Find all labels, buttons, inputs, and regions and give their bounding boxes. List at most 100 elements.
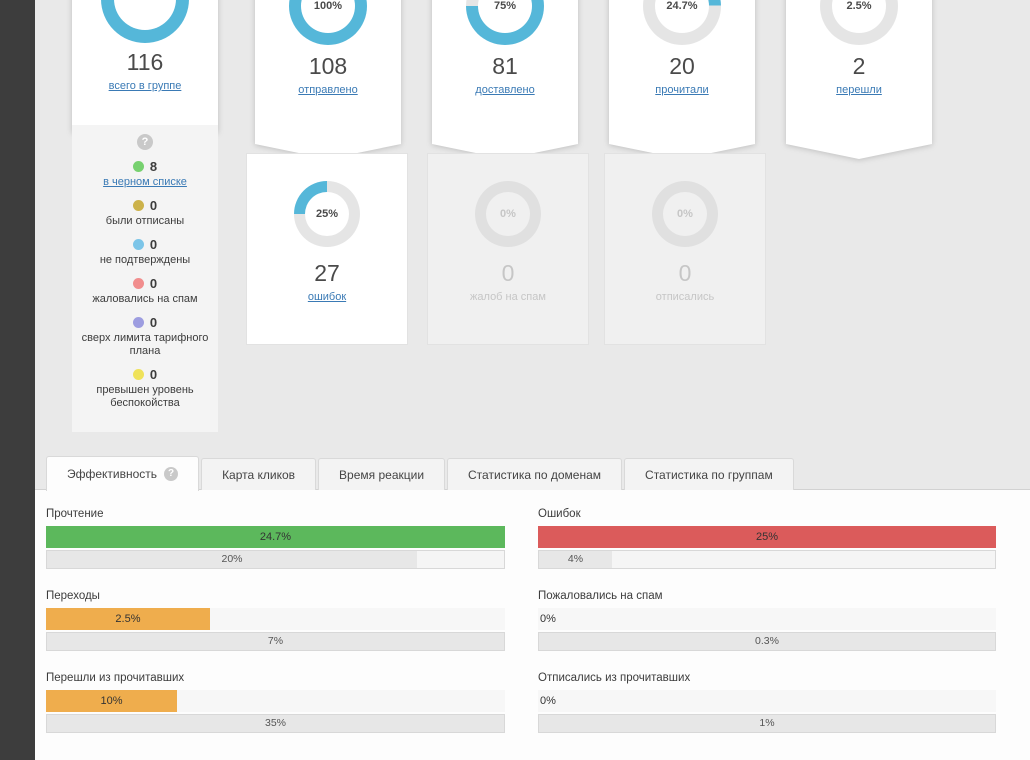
stat-link-read[interactable]: прочитали: [655, 84, 709, 96]
average-bar: 20%: [46, 550, 505, 569]
donut-percent: 24.7%: [666, 0, 698, 12]
tab-label: Карта кликов: [222, 467, 296, 482]
tab-group-stats[interactable]: Статистика по группам: [624, 458, 794, 490]
donut-percent: 100%: [313, 0, 343, 12]
average-fill: [539, 551, 612, 568]
help-icon[interactable]: ?: [137, 134, 153, 150]
collapsed-sidebar: [0, 0, 35, 760]
gauge-bar: 0%: [538, 608, 996, 630]
donut-percent: 75%: [493, 0, 517, 12]
stat-link-clicked[interactable]: перешли: [836, 84, 882, 96]
gauge-read-rate: Прочтение 24.7% 20%: [46, 508, 505, 569]
stat-link-total[interactable]: всего в группе: [108, 80, 182, 92]
gauge-bar: 10%: [46, 690, 505, 712]
donut-percent: [101, 0, 189, 43]
gauge-label: Ошибок: [538, 508, 581, 520]
stat-card-read: 24.7% 20 прочитали: [609, 0, 755, 159]
stat-value: 0: [501, 260, 515, 286]
legend-item-anxiety-level-exceeded: 0 превышен уровень беспокойства: [72, 367, 218, 410]
donut-unsubscribed: 0%: [652, 181, 718, 247]
gauge-bar: 24.7%: [46, 526, 505, 548]
donut-percent: 25%: [315, 208, 339, 220]
donut-spam: 0%: [475, 181, 541, 247]
donut-sent: 100%: [289, 0, 367, 45]
card-unsubscribed: 0% 0 отписались: [604, 153, 766, 345]
average-value: 0.3%: [755, 635, 779, 647]
legend-dot: [132, 239, 144, 250]
average-fill: [539, 715, 995, 732]
errors-link[interactable]: ошибок: [307, 291, 347, 303]
gauge-value: 10%: [100, 695, 123, 707]
average-fill: [539, 633, 995, 650]
gauge-label: Отписались из прочитавших: [538, 672, 691, 684]
unsubscribed-label: отписались: [655, 291, 715, 303]
stat-value: 0: [678, 260, 692, 286]
legend-count: 0: [149, 315, 158, 330]
average-value: 1%: [759, 717, 775, 729]
average-bar: 1%: [538, 714, 996, 733]
gauge-value: 2.5%: [115, 613, 141, 625]
donut-read: 24.7%: [643, 0, 721, 45]
donut-percent: 0%: [677, 208, 693, 220]
legend-item-unconfirmed: 0 не подтверждены: [72, 237, 218, 267]
legend-count: 8: [149, 159, 158, 174]
average-value: 7%: [267, 635, 284, 647]
average-bar: 7%: [46, 632, 505, 651]
legend-item-over-plan-limit: 0 сверх лимита тарифного плана: [72, 315, 218, 358]
stat-value: 81: [492, 53, 518, 79]
tab-reaction-time[interactable]: Время реакции: [318, 458, 446, 490]
gauge-bar: 0%: [538, 690, 996, 712]
donut-delivered: 75%: [466, 0, 544, 45]
legend-dot: [132, 161, 144, 172]
card-errors: 25% 27 ошибок: [246, 153, 408, 345]
stat-value: 108: [308, 53, 348, 79]
gauge-bar: 25%: [538, 526, 996, 548]
average-value: 4%: [567, 553, 584, 565]
legend-count: 0: [149, 367, 158, 382]
donut-ring: [466, 0, 544, 45]
gauge-value: 25%: [755, 531, 779, 543]
gauge-bar: 2.5%: [46, 608, 505, 630]
legend-dot: [132, 200, 144, 211]
card-spam-complaints: 0% 0 жалоб на спам: [427, 153, 589, 345]
donut-total: [101, 0, 189, 43]
legend-count: 0: [149, 237, 158, 252]
average-bar: 4%: [538, 550, 996, 569]
average-bar: 0.3%: [538, 632, 996, 651]
legend-dot: [132, 369, 144, 380]
tab-domain-stats[interactable]: Статистика по доменам: [447, 458, 623, 490]
donut-percent: 2.5%: [846, 0, 872, 12]
gauge-unsubscribe-rate: Отписались из прочитавших 0% 1%: [538, 672, 996, 733]
gauge-value: 24.7%: [259, 531, 292, 543]
gauge-fill: [46, 608, 210, 630]
average-value: 20%: [221, 553, 243, 565]
stat-link-delivered[interactable]: доставлено: [475, 84, 535, 96]
legend-dot: [132, 278, 144, 289]
stat-value: 20: [669, 53, 695, 79]
stat-card-total: 116 всего в группе: [72, 0, 218, 147]
stat-link-sent[interactable]: отправлено: [298, 84, 358, 96]
legend-label-link[interactable]: в черном списке: [103, 176, 187, 188]
stat-value: 116: [126, 49, 164, 75]
tab-effectiveness[interactable]: Эффективность ?: [46, 456, 200, 491]
gauge-label: Переходы: [46, 590, 100, 602]
gauge-label: Перешли из прочитавших: [46, 672, 185, 684]
legend-label: превышен уровень беспокойства: [96, 384, 194, 409]
tab-label: Статистика по доменам: [468, 467, 602, 482]
effectiveness-panel: Прочтение 24.7% 20% Переходы 2.5% 7% Пер…: [35, 489, 1030, 760]
report-tabs: Эффективность ? Карта кликов Время реакц…: [46, 456, 794, 491]
tab-label: Статистика по группам: [645, 467, 773, 482]
donut-percent: 0%: [500, 208, 516, 220]
average-fill: [47, 551, 418, 568]
help-icon[interactable]: ?: [164, 467, 179, 481]
gauge-click-to-read-rate: Перешли из прочитавших 10% 35%: [46, 672, 505, 733]
legend-count: 0: [149, 198, 158, 213]
legend-label: жаловались на спам: [92, 293, 198, 305]
legend-item-spam-complaints: 0 жаловались на спам: [72, 276, 218, 306]
group-breakdown-panel: ? 8 в черном списке 0 были отписаны 0 не…: [72, 125, 218, 432]
legend-count: 0: [149, 276, 158, 291]
donut-ring: [475, 181, 541, 247]
tab-label: Время реакции: [339, 467, 425, 482]
tab-click-map[interactable]: Карта кликов: [201, 458, 317, 490]
gauge-label: Пожаловались на спам: [538, 590, 663, 602]
